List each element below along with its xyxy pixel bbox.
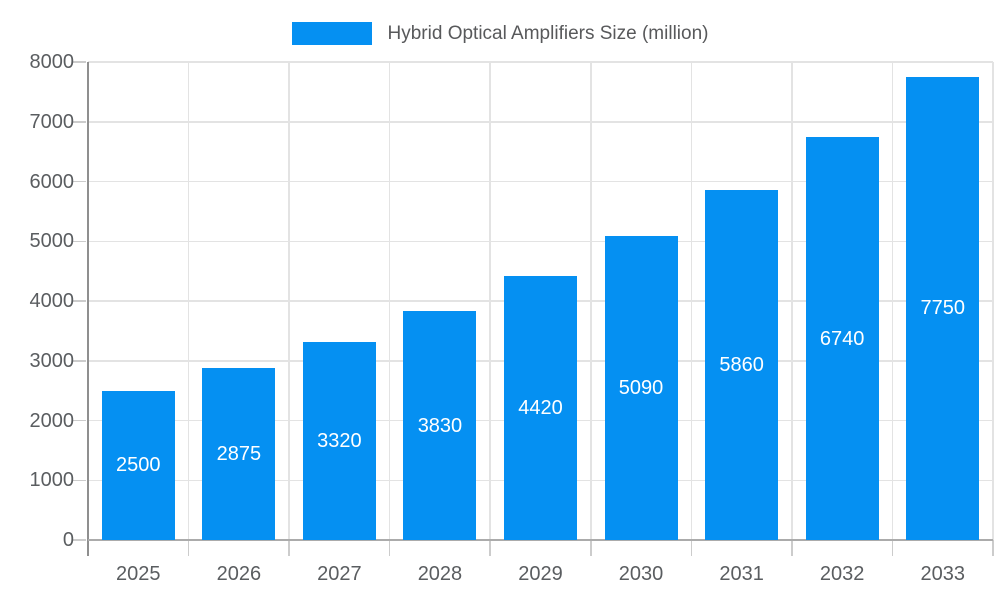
y-tick bbox=[72, 61, 86, 63]
x-gridline bbox=[791, 62, 793, 540]
x-gridline bbox=[187, 62, 190, 540]
y-tick bbox=[72, 300, 86, 302]
x-axis-label: 2025 bbox=[116, 563, 161, 585]
x-tick bbox=[187, 540, 190, 556]
y-axis-label: 6000 bbox=[29, 170, 75, 193]
y-tick bbox=[72, 419, 86, 422]
bar-2032[interactable] bbox=[805, 137, 879, 540]
y-axis-label: 5000 bbox=[29, 230, 75, 253]
x-tick bbox=[489, 540, 491, 556]
y-gridline bbox=[88, 121, 993, 123]
x-axis-label: 2026 bbox=[216, 563, 262, 585]
y-axis-label: 4000 bbox=[29, 290, 75, 312]
legend-label: Hybrid Optical Amplifiers Size (million) bbox=[387, 22, 709, 44]
x-axis-line bbox=[88, 539, 993, 541]
bar-2031[interactable] bbox=[705, 189, 779, 540]
bar-2026[interactable] bbox=[202, 368, 276, 540]
y-axis-label: 0 bbox=[62, 529, 74, 551]
bar-value-label: 4420 bbox=[518, 396, 563, 419]
x-axis-label: 2032 bbox=[819, 563, 865, 585]
x-tick bbox=[690, 540, 693, 556]
bar-value-label: 3320 bbox=[317, 429, 362, 452]
bar-value-label: 6740 bbox=[819, 327, 865, 350]
y-tick bbox=[72, 180, 86, 183]
bar-value-label: 5090 bbox=[618, 376, 664, 399]
x-axis-label: 2033 bbox=[920, 563, 965, 585]
bar-value-label: 2875 bbox=[216, 443, 262, 466]
bar-2028[interactable] bbox=[403, 311, 477, 540]
x-gridline bbox=[992, 62, 994, 540]
y-tick bbox=[72, 479, 86, 481]
y-tick bbox=[72, 360, 86, 362]
x-tick bbox=[992, 540, 994, 556]
plot-area: 0 1000 2000 3000 4000 5000 6000 7000 8000 2500 202… bbox=[30, 51, 994, 585]
bar-2033[interactable] bbox=[906, 76, 980, 540]
x-axis-label: 2029 bbox=[518, 563, 563, 585]
y-gridline bbox=[88, 180, 993, 183]
x-gridline bbox=[891, 62, 894, 540]
x-gridline bbox=[690, 62, 693, 540]
bar-2027[interactable] bbox=[302, 341, 376, 540]
x-tick bbox=[791, 540, 793, 556]
bar-2030[interactable] bbox=[604, 235, 678, 540]
bar-value-label: 7750 bbox=[920, 297, 965, 320]
x-gridline bbox=[388, 62, 391, 540]
x-gridline bbox=[590, 62, 592, 540]
x-tick bbox=[590, 540, 592, 556]
legend-swatch bbox=[291, 21, 372, 45]
y-gridline bbox=[88, 61, 993, 63]
y-axis-label: 2000 bbox=[29, 409, 75, 432]
y-axis-label: 8000 bbox=[29, 51, 75, 73]
y-axis-label: 3000 bbox=[29, 349, 75, 372]
x-gridline bbox=[288, 62, 290, 540]
x-axis-label: 2028 bbox=[417, 563, 463, 585]
bar-value-label: 3830 bbox=[417, 414, 463, 437]
x-tick bbox=[388, 540, 391, 556]
y-axis-label: 7000 bbox=[29, 110, 75, 133]
bar-2025[interactable] bbox=[101, 390, 175, 540]
bar-value-label: 5860 bbox=[719, 353, 764, 376]
y-tick bbox=[72, 539, 86, 541]
bar-value-label: 2500 bbox=[116, 454, 161, 477]
x-tick bbox=[288, 540, 290, 556]
x-gridline bbox=[489, 62, 491, 540]
x-axis-label: 2030 bbox=[618, 563, 664, 585]
y-tick bbox=[72, 121, 86, 123]
x-tick bbox=[891, 540, 894, 556]
y-axis-label: 1000 bbox=[29, 469, 75, 492]
x-axis-label: 2031 bbox=[719, 563, 764, 585]
legend-item[interactable]: Hybrid Optical Amplifiers Size (million) bbox=[0, 20, 1000, 46]
y-axis-line bbox=[87, 62, 89, 556]
bar-2029[interactable] bbox=[504, 275, 577, 540]
y-gridline bbox=[88, 240, 993, 242]
x-axis-label: 2027 bbox=[317, 563, 362, 585]
y-tick bbox=[72, 240, 86, 242]
